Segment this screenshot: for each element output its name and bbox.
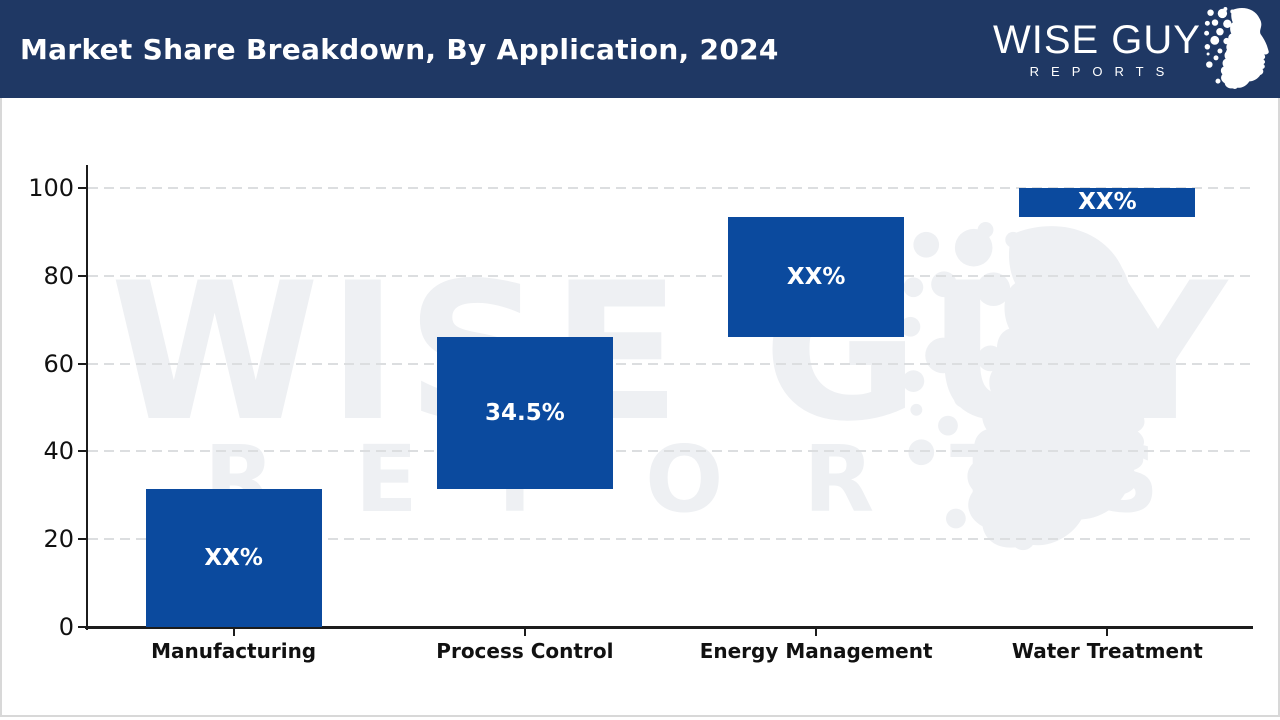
bar-value-label-manufacturing: XX%: [204, 544, 263, 571]
category-label-process-control: Process Control: [436, 639, 614, 663]
header-bar: Market Share Breakdown, By Application, …: [0, 0, 1280, 98]
y-tick-mark-80: [78, 274, 88, 277]
y-tick-label-40: 40: [43, 437, 74, 466]
x-axis-line: [85, 626, 1253, 629]
bar-manufacturing: XX%: [145, 488, 322, 627]
bar-value-label-water-treatment: XX%: [1078, 189, 1137, 216]
bar-value-label-energy-management: XX%: [786, 263, 846, 290]
y-tick-mark-100: [78, 187, 88, 189]
y-tick-label-60: 60: [43, 349, 74, 378]
bar-energy-management: XX%: [728, 216, 905, 338]
brand-logo: WISE GUY REPORTS: [993, 7, 1270, 91]
y-tick-label-0: 0: [58, 613, 74, 641]
x-tick-mark-water-treatment: [1106, 627, 1109, 636]
y-axis-line: [86, 165, 88, 630]
y-tick-label-80: 80: [43, 261, 74, 290]
y-tick-label-100: 100: [28, 174, 74, 202]
y-tick-label-20: 20: [43, 525, 74, 554]
category-label-water-treatment: Water Treatment: [1011, 639, 1203, 663]
category-label-manufacturing: Manufacturing: [151, 639, 317, 663]
bar-process-control: 34.5%: [436, 337, 613, 489]
gridline-80: [88, 274, 1253, 277]
brand-name: WISE GUY: [992, 17, 1201, 62]
x-tick-mark-manufacturing: [232, 627, 235, 636]
gridline-20: [88, 538, 1253, 541]
y-tick-mark-60: [78, 362, 88, 365]
x-tick-mark-energy-management: [815, 627, 818, 636]
brand-head-icon: [1203, 7, 1270, 91]
brand-logo-text: WISE GUY REPORTS: [993, 20, 1201, 79]
page-title: Market Share Breakdown, By Application, …: [20, 32, 779, 66]
gridline-60: [88, 362, 1253, 365]
x-tick-mark-process-control: [523, 627, 526, 636]
y-tick-mark-0: [78, 626, 88, 628]
gridline-100: [88, 187, 1253, 189]
gridline-40: [88, 450, 1253, 453]
bar-value-label-process-control: 34.5%: [484, 399, 565, 426]
brand-subname: REPORTS: [1029, 63, 1177, 79]
bar-water-treatment: XX%: [1019, 188, 1196, 217]
category-label-energy-management: Energy Management: [699, 639, 933, 663]
y-tick-mark-40: [78, 450, 88, 453]
y-tick-mark-20: [78, 538, 88, 541]
